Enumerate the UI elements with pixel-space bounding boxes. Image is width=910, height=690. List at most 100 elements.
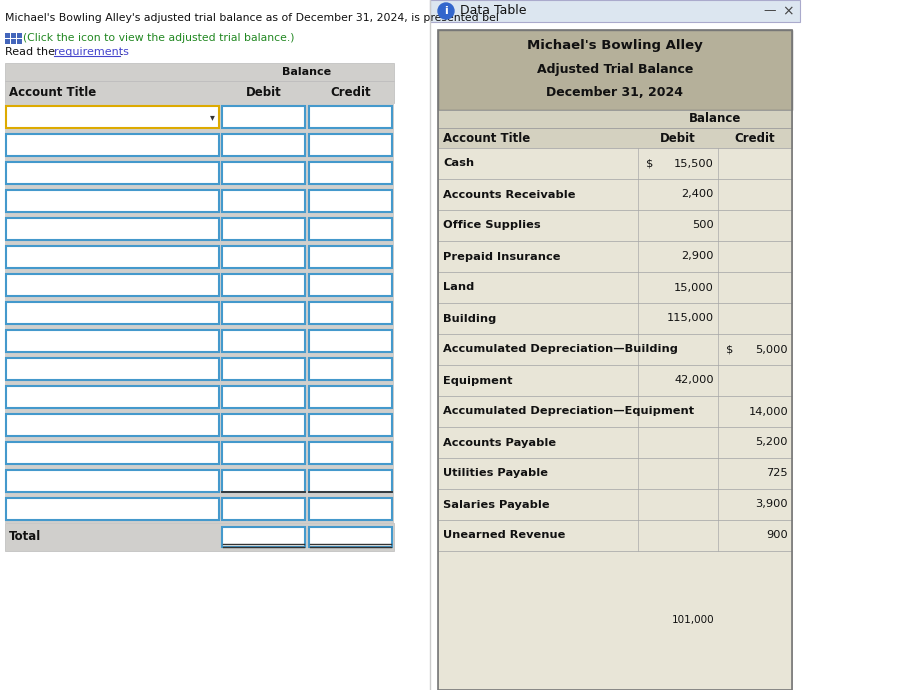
Bar — [222, 358, 305, 380]
Text: (Click the icon to view the adjusted trial balance.): (Click the icon to view the adjusted tri… — [23, 33, 295, 43]
Bar — [309, 218, 392, 240]
Bar — [222, 246, 305, 268]
Bar — [5, 33, 10, 38]
Bar — [438, 210, 792, 241]
Bar — [438, 110, 792, 128]
Bar — [6, 274, 219, 296]
Bar — [5, 411, 394, 439]
Bar — [438, 179, 792, 210]
Text: Total: Total — [9, 531, 41, 544]
Text: ×: × — [783, 4, 794, 18]
Text: Accumulated Depreciation—Equipment: Accumulated Depreciation—Equipment — [443, 406, 694, 417]
Text: i: i — [444, 6, 448, 16]
Text: Equipment: Equipment — [443, 375, 512, 386]
Bar — [6, 106, 219, 128]
Text: 500: 500 — [693, 221, 714, 230]
Text: ▾: ▾ — [209, 112, 215, 122]
Text: Account Title: Account Title — [443, 132, 531, 144]
Bar — [5, 355, 394, 383]
Bar — [5, 271, 394, 299]
Bar — [309, 498, 392, 520]
Text: Salaries Payable: Salaries Payable — [443, 500, 550, 509]
Text: $: $ — [646, 159, 653, 168]
Bar — [5, 63, 394, 81]
Bar — [5, 81, 394, 103]
Bar — [6, 358, 219, 380]
Bar — [438, 365, 792, 396]
Text: Debit: Debit — [660, 132, 696, 144]
Text: 5,200: 5,200 — [755, 437, 788, 448]
Text: —: — — [763, 5, 776, 17]
Text: Accounts Payable: Accounts Payable — [443, 437, 556, 448]
Bar — [438, 427, 792, 458]
Bar — [222, 442, 305, 464]
Text: .: . — [120, 47, 124, 57]
Bar — [222, 414, 305, 436]
Bar — [222, 498, 305, 520]
Text: Michael's Bowling Alley's adjusted trial balance as of December 31, 2024, is pre: Michael's Bowling Alley's adjusted trial… — [5, 13, 499, 23]
Text: 2,900: 2,900 — [682, 251, 714, 262]
Bar — [5, 523, 394, 551]
Bar — [222, 470, 305, 492]
Bar — [309, 274, 392, 296]
Text: Utilities Payable: Utilities Payable — [443, 469, 548, 478]
Bar — [438, 241, 792, 272]
Bar — [6, 134, 219, 156]
Bar — [222, 274, 305, 296]
Text: 3,900: 3,900 — [755, 500, 788, 509]
Text: Prepaid Insurance: Prepaid Insurance — [443, 251, 561, 262]
Bar — [438, 489, 792, 520]
Bar — [309, 162, 392, 184]
Bar — [222, 330, 305, 352]
Bar — [5, 103, 394, 131]
Bar — [438, 272, 792, 303]
Text: 101,000: 101,000 — [672, 615, 714, 626]
Bar — [430, 0, 800, 22]
Text: Credit: Credit — [734, 132, 775, 144]
Text: Balance: Balance — [282, 67, 331, 77]
Text: requirements: requirements — [54, 47, 129, 57]
Text: 115,000: 115,000 — [667, 313, 714, 324]
Text: December 31, 2024: December 31, 2024 — [547, 86, 683, 99]
Bar — [438, 334, 792, 365]
Text: Land: Land — [443, 282, 474, 293]
Text: Account Title: Account Title — [9, 86, 96, 99]
Bar — [5, 243, 394, 271]
Bar — [6, 386, 219, 408]
Bar — [438, 30, 792, 110]
Bar — [6, 330, 219, 352]
Bar — [438, 551, 792, 690]
Text: 900: 900 — [766, 531, 788, 540]
Text: Cash: Cash — [443, 159, 474, 168]
Bar — [6, 190, 219, 212]
Text: Building: Building — [443, 313, 496, 324]
Bar — [6, 414, 219, 436]
Bar — [6, 442, 219, 464]
Bar — [309, 246, 392, 268]
Bar — [438, 396, 792, 427]
Bar — [438, 458, 792, 489]
Text: Data Table: Data Table — [460, 5, 527, 17]
Text: 14,000: 14,000 — [748, 406, 788, 417]
Bar — [309, 330, 392, 352]
Text: Read the: Read the — [5, 47, 58, 57]
Bar — [438, 30, 792, 690]
Bar — [309, 527, 392, 547]
Bar — [6, 246, 219, 268]
Bar — [309, 470, 392, 492]
Bar — [309, 386, 392, 408]
Bar — [6, 302, 219, 324]
Bar — [309, 190, 392, 212]
Circle shape — [438, 3, 454, 19]
Bar — [222, 218, 305, 240]
Bar — [11, 39, 16, 44]
Text: Debit: Debit — [246, 86, 281, 99]
Bar — [5, 187, 394, 215]
Text: 15,500: 15,500 — [674, 159, 714, 168]
Bar — [309, 442, 392, 464]
Bar — [222, 162, 305, 184]
Bar — [17, 39, 22, 44]
Bar — [430, 0, 910, 690]
Bar — [11, 33, 16, 38]
Text: Balance: Balance — [689, 112, 741, 126]
